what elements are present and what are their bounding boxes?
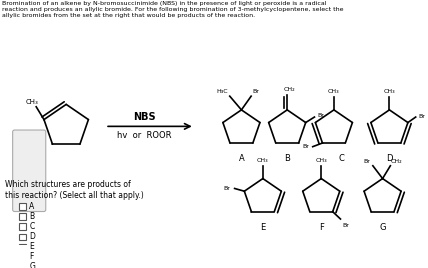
Text: CH₂: CH₂ (283, 87, 295, 92)
Text: Br: Br (363, 159, 371, 164)
Text: Bromination of an alkene by N-bromosuccinimide (NBS) in the presence of light or: Bromination of an alkene by N-bromosucci… (2, 1, 343, 17)
Bar (19, 264, 26, 268)
Bar (19, 224, 26, 230)
Text: H₃C: H₃C (216, 89, 228, 94)
Text: D: D (29, 232, 35, 241)
Text: C: C (339, 154, 345, 163)
Text: A: A (238, 154, 244, 163)
Text: Br: Br (419, 114, 425, 119)
Text: Which structures are products of
this reaction? (Select all that apply.): Which structures are products of this re… (5, 180, 144, 200)
Bar (19, 233, 26, 240)
Text: B: B (284, 154, 290, 163)
Text: Br: Br (302, 144, 309, 149)
Text: E: E (260, 222, 265, 232)
Text: F: F (319, 222, 324, 232)
Text: NBS: NBS (133, 112, 155, 122)
Bar (19, 203, 26, 210)
Text: CH₃: CH₃ (26, 99, 39, 105)
Text: E: E (29, 242, 34, 251)
Text: hv  or  ROOR: hv or ROOR (117, 131, 171, 140)
Bar (19, 254, 26, 260)
Text: CH₃: CH₃ (257, 158, 269, 163)
Text: CH₃: CH₃ (315, 158, 327, 163)
Text: CH₃: CH₃ (328, 89, 340, 94)
Text: Br: Br (318, 113, 324, 118)
Text: D: D (386, 154, 392, 163)
Text: F: F (29, 252, 33, 261)
Text: CH₂: CH₂ (390, 159, 402, 164)
Text: C: C (29, 222, 35, 231)
FancyBboxPatch shape (13, 130, 46, 211)
Text: B: B (29, 212, 34, 221)
Text: G: G (29, 262, 35, 268)
Text: G: G (379, 222, 386, 232)
Text: Br: Br (253, 89, 259, 94)
Bar (19, 244, 26, 250)
Text: A: A (29, 202, 35, 211)
Text: CH₃: CH₃ (383, 89, 395, 94)
Bar (19, 213, 26, 220)
Text: Br: Br (342, 223, 349, 228)
Text: Br: Br (224, 186, 231, 191)
